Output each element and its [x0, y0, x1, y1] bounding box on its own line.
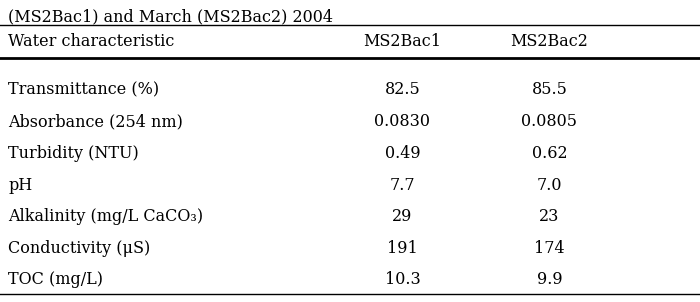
Text: Turbidity (NTU): Turbidity (NTU) [8, 145, 139, 162]
Text: 29: 29 [392, 208, 413, 225]
Text: Transmittance (%): Transmittance (%) [8, 82, 160, 98]
Text: 10.3: 10.3 [384, 271, 421, 288]
Text: 9.9: 9.9 [537, 271, 562, 288]
Text: 23: 23 [539, 208, 560, 225]
Text: MS2Bac2: MS2Bac2 [510, 34, 589, 50]
Text: 85.5: 85.5 [531, 82, 568, 98]
Text: 0.0830: 0.0830 [374, 113, 430, 130]
Text: TOC (mg/L): TOC (mg/L) [8, 271, 104, 288]
Text: 0.0805: 0.0805 [522, 113, 578, 130]
Text: Conductivity (μS): Conductivity (μS) [8, 240, 150, 257]
Text: (MS2Bac1) and March (MS2Bac2) 2004: (MS2Bac1) and March (MS2Bac2) 2004 [8, 8, 333, 25]
Text: 191: 191 [387, 240, 418, 257]
Text: pH: pH [8, 176, 33, 194]
Text: MS2Bac1: MS2Bac1 [363, 34, 442, 50]
Text: 0.62: 0.62 [532, 145, 567, 162]
Text: 82.5: 82.5 [384, 82, 421, 98]
Text: 7.7: 7.7 [390, 176, 415, 194]
Text: Water characteristic: Water characteristic [8, 34, 175, 50]
Text: Absorbance (254 nm): Absorbance (254 nm) [8, 113, 183, 130]
Text: Alkalinity (mg/L CaCO₃): Alkalinity (mg/L CaCO₃) [8, 208, 204, 225]
Text: 174: 174 [534, 240, 565, 257]
Text: 7.0: 7.0 [537, 176, 562, 194]
Text: 0.49: 0.49 [385, 145, 420, 162]
